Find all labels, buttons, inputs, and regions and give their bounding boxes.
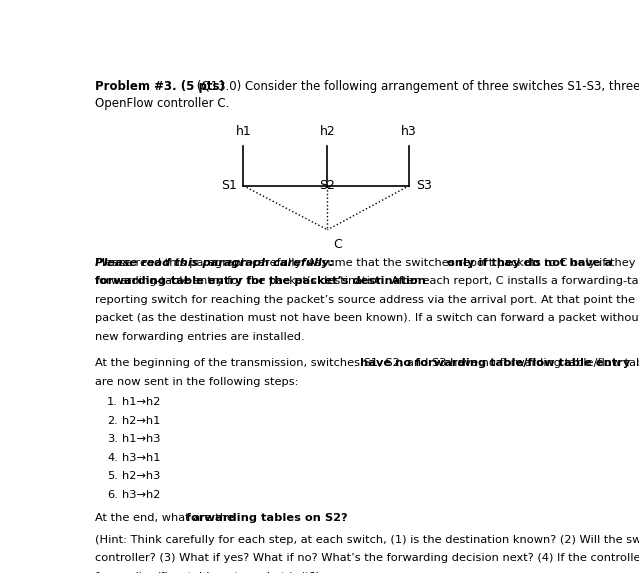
Text: (Hint: Think carefully for each step, at each switch, (1) is the destination kno: (Hint: Think carefully for each step, at… xyxy=(95,535,639,545)
Text: (Q13.0) Consider the following arrangement of three switches S1-S3, three hosts : (Q13.0) Consider the following arrangeme… xyxy=(193,80,639,93)
Text: h3→h1: h3→h1 xyxy=(122,453,160,462)
Text: only if they do not have a: only if they do not have a xyxy=(447,258,613,268)
Text: h3→h2: h3→h2 xyxy=(122,490,160,500)
Text: 2.: 2. xyxy=(107,415,118,426)
Text: forwarding-table entry for the packet’s destination. After each report, C instal: forwarding-table entry for the packet’s … xyxy=(95,276,639,286)
Text: OpenFlow controller C.: OpenFlow controller C. xyxy=(95,97,229,109)
Text: Problem #3. (5 pts): Problem #3. (5 pts) xyxy=(95,80,224,93)
Text: have no forwarding table/flow table entry: have no forwarding table/flow table entr… xyxy=(360,358,630,368)
Text: 4.: 4. xyxy=(107,453,118,462)
Text: forwarding-table entry for the packet’s destination: forwarding-table entry for the packet’s … xyxy=(95,276,426,286)
Text: Please read this paragraph carefully: Assume that the switches report packets to: Please read this paragraph carefully: As… xyxy=(95,258,639,268)
Text: controller? (3) What if yes? What if no? What’s the forwarding decision next? (4: controller? (3) What if yes? What if no?… xyxy=(95,553,639,563)
Text: packet (as the destination must not have been known). If a switch can forward a : packet (as the destination must not have… xyxy=(95,313,639,323)
Text: 3.: 3. xyxy=(107,434,118,444)
Text: S3: S3 xyxy=(415,179,431,192)
Text: S2: S2 xyxy=(320,179,335,192)
Text: new forwarding entries are installed.: new forwarding entries are installed. xyxy=(95,332,304,342)
Text: h1: h1 xyxy=(235,125,251,138)
Text: h1→h3: h1→h3 xyxy=(122,434,160,444)
Text: At the end, what are the: At the end, what are the xyxy=(95,513,237,524)
Text: 5.: 5. xyxy=(107,471,118,481)
Text: reporting switch for reaching the packet’s source address via the arrival port. : reporting switch for reaching the packet… xyxy=(95,295,639,305)
Text: S1: S1 xyxy=(221,179,237,192)
Text: C: C xyxy=(334,238,342,251)
Text: are now sent in the following steps:: are now sent in the following steps: xyxy=(95,376,298,387)
Text: h2→h3: h2→h3 xyxy=(122,471,160,481)
Text: h2→h1: h2→h1 xyxy=(122,415,160,426)
Text: 1.: 1. xyxy=(107,397,118,407)
Text: h2: h2 xyxy=(320,125,335,138)
Text: forwarding tables on S2?: forwarding tables on S2? xyxy=(187,513,348,524)
Text: forwarding/flow table entry, what is it?): forwarding/flow table entry, what is it?… xyxy=(95,572,320,573)
Text: h3: h3 xyxy=(401,125,417,138)
Text: At the beginning of the transmission, switches S1, S2, and S3 have no forwarding: At the beginning of the transmission, sw… xyxy=(95,358,639,368)
Text: 6.: 6. xyxy=(107,490,118,500)
Text: h1→h2: h1→h2 xyxy=(122,397,160,407)
Text: Please read this paragraph carefully:: Please read this paragraph carefully: xyxy=(95,258,334,268)
